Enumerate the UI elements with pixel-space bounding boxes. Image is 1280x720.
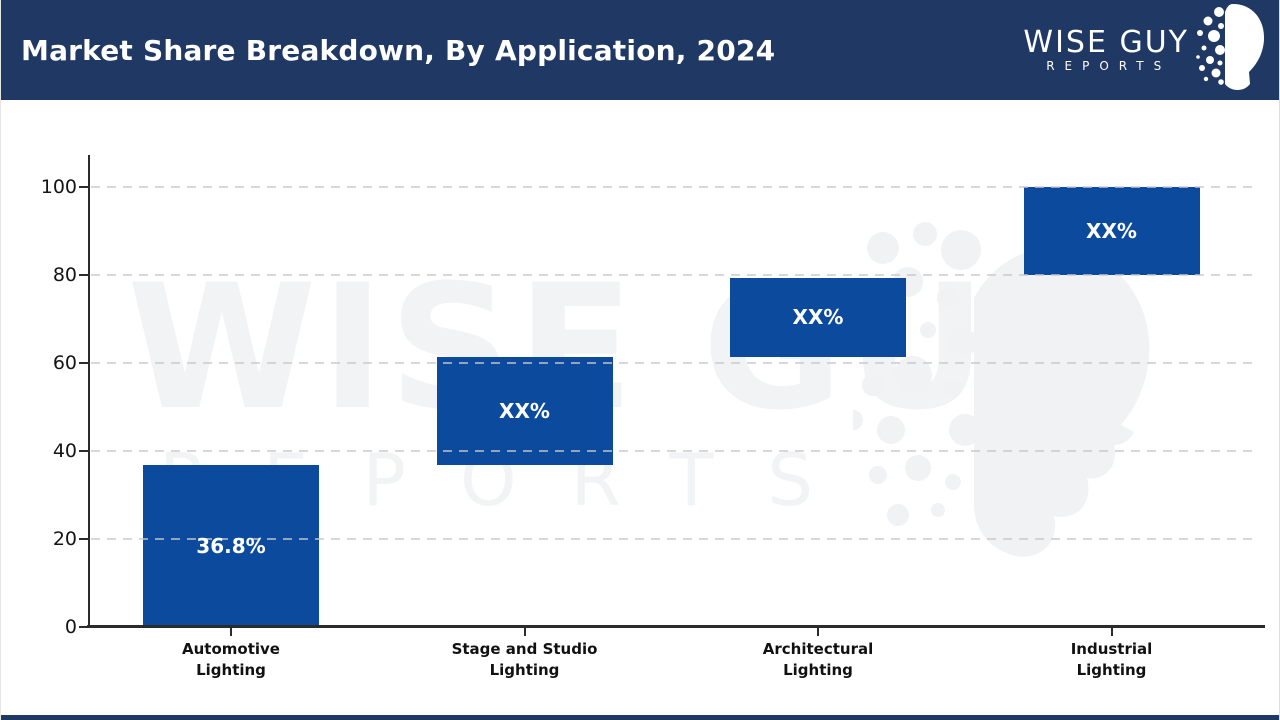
y-tick-mark bbox=[79, 186, 89, 188]
footer-bar bbox=[1, 715, 1279, 720]
page-title: Market Share Breakdown, By Application, … bbox=[21, 33, 776, 67]
y-tick-mark bbox=[79, 274, 89, 276]
bar bbox=[1023, 187, 1200, 275]
logo-text: WISE GUY REPORTS bbox=[1023, 27, 1189, 74]
x-tick-mark bbox=[1110, 628, 1113, 636]
x-category-label-line: Stage and Studio bbox=[451, 640, 598, 658]
y-tick-label: 20 bbox=[52, 528, 77, 550]
y-gridline bbox=[91, 362, 1257, 364]
y-tick-label: 100 bbox=[40, 176, 77, 198]
bar-value-label: XX% bbox=[499, 398, 550, 423]
header-bar: Market Share Breakdown, By Application, … bbox=[1, 0, 1279, 100]
y-tick-label: 80 bbox=[52, 264, 77, 286]
y-gridline bbox=[91, 538, 1257, 540]
x-category-label-line: Automotive bbox=[182, 640, 280, 658]
y-tick-mark bbox=[79, 362, 89, 364]
y-axis-line bbox=[88, 155, 90, 627]
y-gridline bbox=[91, 274, 1257, 276]
x-category-label-line: Lighting bbox=[196, 661, 266, 679]
x-category-label: Automotive Lighting bbox=[111, 639, 351, 681]
bar bbox=[730, 277, 906, 357]
x-category-label-line: Industrial bbox=[1070, 640, 1153, 658]
bar-value-label: 36.8% bbox=[196, 534, 266, 559]
bar-value-label: XX% bbox=[792, 305, 844, 330]
x-category-label: Stage and Studio Lighting bbox=[405, 639, 645, 681]
bar bbox=[143, 465, 319, 627]
x-tick-mark bbox=[817, 628, 819, 636]
logo-wordmark: WISE GUY bbox=[1023, 24, 1189, 60]
x-tick-mark bbox=[523, 628, 526, 636]
x-category-label: Industrial Lighting bbox=[992, 639, 1232, 681]
y-gridline bbox=[91, 450, 1257, 452]
y-tick-label: 60 bbox=[52, 352, 77, 374]
y-tick-mark bbox=[79, 626, 89, 628]
x-category-label-line: Lighting bbox=[1076, 661, 1147, 679]
y-tick-mark bbox=[79, 450, 89, 452]
logo-subtitle: REPORTS bbox=[1046, 59, 1172, 74]
bar bbox=[436, 356, 613, 466]
bar-value-label: XX% bbox=[1086, 219, 1137, 243]
x-category-label-line: Architectural bbox=[762, 640, 874, 658]
y-gridline bbox=[91, 186, 1257, 188]
x-tick-mark bbox=[230, 628, 232, 636]
y-tick-label: 40 bbox=[52, 440, 77, 462]
x-axis-line bbox=[87, 625, 1265, 628]
y-tick-label: 0 bbox=[64, 616, 77, 638]
dotted-head-icon bbox=[1193, 3, 1267, 97]
x-category-label: Architectural Lighting bbox=[698, 639, 938, 681]
y-tick-mark bbox=[79, 538, 89, 540]
x-category-label-line: Lighting bbox=[783, 661, 853, 679]
x-category-label-line: Lighting bbox=[489, 661, 560, 679]
wise-guy-logo: WISE GUY REPORTS bbox=[1023, 3, 1271, 97]
